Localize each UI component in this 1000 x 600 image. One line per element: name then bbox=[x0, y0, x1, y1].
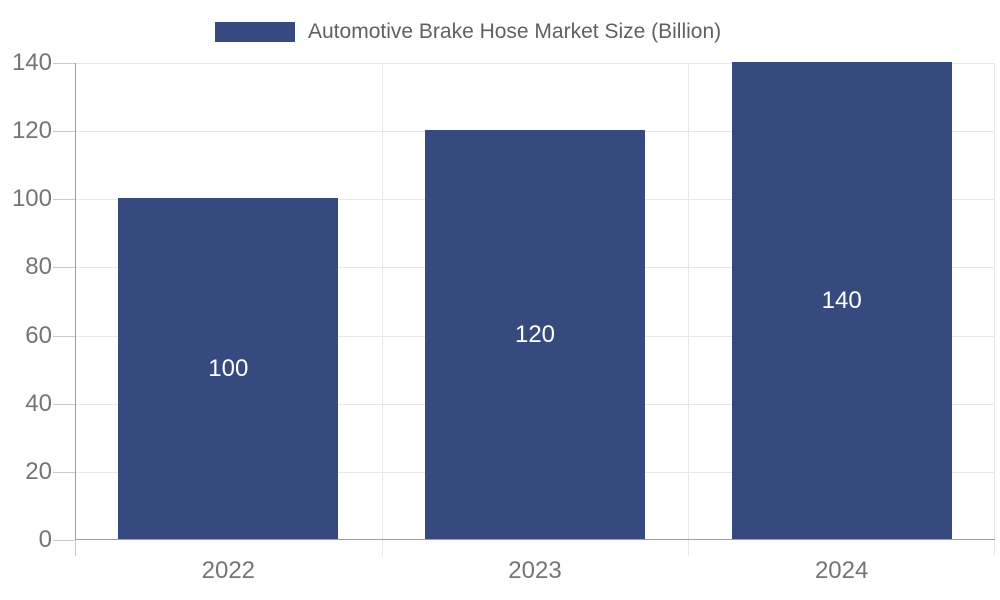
y-tick-mark-0 bbox=[53, 540, 75, 541]
bar-value-label-2024: 140 bbox=[821, 286, 862, 314]
y-axis-line bbox=[75, 63, 76, 540]
y-tick-label-140: 140 bbox=[11, 49, 52, 76]
x-axis-line bbox=[75, 539, 995, 540]
bar-2024: 140 bbox=[731, 62, 952, 539]
x-tick-label-2022: 2022 bbox=[201, 557, 256, 584]
gridline-x-boundary-1 bbox=[382, 63, 383, 556]
bar-2022: 100 bbox=[118, 198, 339, 539]
y-tick-mark-100 bbox=[53, 199, 75, 201]
bar-value-label-2023: 120 bbox=[514, 320, 556, 348]
legend-swatch bbox=[215, 21, 295, 42]
x-axis-labels: 2022 2023 2024 bbox=[75, 557, 995, 587]
x-tick-label-2024: 2024 bbox=[814, 557, 869, 584]
legend-label: Automotive Brake Hose Market Size (Billi… bbox=[308, 20, 722, 43]
y-tick-label-100: 100 bbox=[11, 185, 52, 213]
y-tick-label-0: 0 bbox=[38, 526, 52, 553]
y-tick-mark-60 bbox=[53, 335, 75, 337]
y-tick-label-120: 120 bbox=[11, 117, 52, 145]
bar-value-label-2022: 100 bbox=[208, 354, 249, 382]
y-tick-mark-20 bbox=[53, 471, 75, 473]
bar-2023: 120 bbox=[425, 130, 645, 539]
chart-legend: Automotive Brake Hose Market Size (Billi… bbox=[215, 21, 721, 42]
y-tick-label-80: 80 bbox=[25, 253, 52, 281]
y-tick-mark-80 bbox=[53, 267, 75, 269]
y-tick-label-40: 40 bbox=[25, 389, 52, 417]
y-tick-mark-140 bbox=[53, 63, 75, 64]
y-tick-label-60: 60 bbox=[25, 321, 52, 349]
x-tick-label-2023: 2023 bbox=[508, 557, 562, 584]
gridline-x-boundary-3 bbox=[994, 63, 995, 556]
gridline-x-boundary-2 bbox=[688, 63, 689, 556]
y-tick-mark-120 bbox=[53, 131, 75, 133]
y-tick-label-20: 20 bbox=[25, 457, 52, 485]
y-tick-mark-40 bbox=[53, 403, 75, 405]
x-tick-mark-left-edge bbox=[75, 540, 76, 556]
y-axis-labels: 0 20 40 60 80 100 120 140 bbox=[0, 49, 52, 553]
gridline-y-140 bbox=[75, 63, 995, 64]
plot-area: 100 120 140 bbox=[53, 62, 995, 556]
